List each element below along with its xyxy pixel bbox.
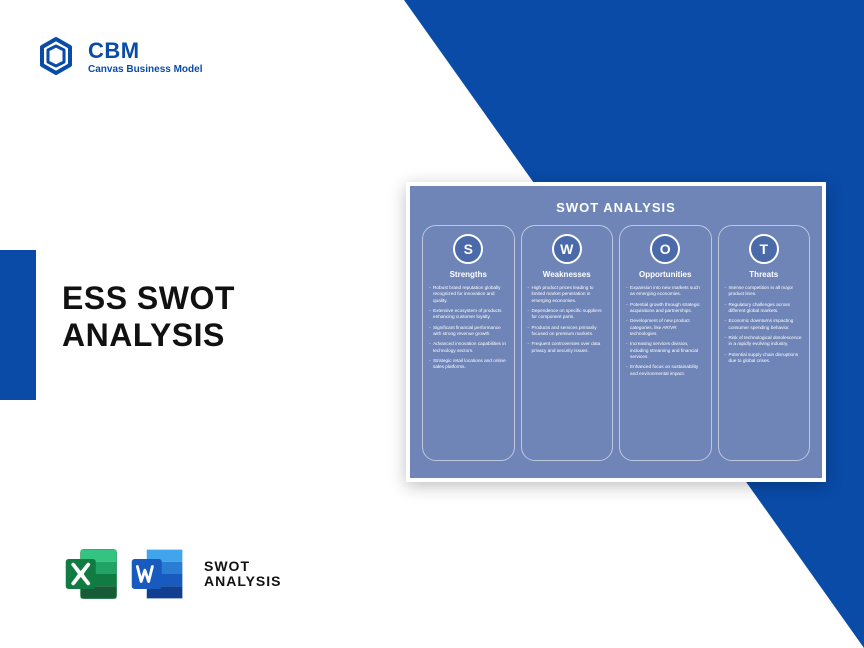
swot-item-list: Intense competition in all major product…	[725, 285, 804, 368]
swot-item: Increasing services division, including …	[626, 341, 705, 360]
swot-letter-circle: T	[749, 234, 779, 264]
title-line-2: ANALYSIS	[62, 317, 235, 354]
swot-column: W Weaknesses High product prices leading t…	[521, 225, 614, 461]
swot-column-heading: Opportunities	[639, 270, 691, 279]
swot-item: Potential supply chain disruptions due t…	[725, 352, 804, 365]
swot-item: Intense competition in all major product…	[725, 285, 804, 298]
swot-item-list: High product prices leading to limited m…	[528, 285, 607, 358]
swot-item: Significant financial performance with s…	[429, 325, 508, 338]
swot-item: Advanced innovation capabilities in tech…	[429, 341, 508, 354]
logo-subtitle: Canvas Business Model	[88, 64, 202, 75]
swot-card: SWOT ANALYSIS S Strengths Robust brand rep…	[406, 182, 826, 482]
swot-columns: S Strengths Robust brand reputation global…	[422, 225, 810, 461]
logo-abbr: CBM	[88, 38, 202, 64]
page-title: ESS SWOT ANALYSIS	[62, 280, 235, 354]
swot-letter-circle: S	[453, 234, 483, 264]
swot-item: Potential growth through strategic acqui…	[626, 302, 705, 315]
swot-item: Extensive ecosystem of products enhancin…	[429, 308, 508, 321]
accent-bar	[0, 250, 36, 400]
swot-column-heading: Weaknesses	[543, 270, 591, 279]
footer-icons: SWOT ANALYSIS	[62, 544, 282, 604]
swot-column-heading: Strengths	[450, 270, 487, 279]
word-icon	[128, 544, 188, 604]
swot-item: Economic downturns impacting consumer sp…	[725, 318, 804, 331]
footer-label-line-2: ANALYSIS	[204, 574, 282, 589]
logo-text: CBM Canvas Business Model	[88, 38, 202, 75]
swot-item: Enhanced focus on sustainability and env…	[626, 364, 705, 377]
logo-icon	[36, 36, 76, 76]
swot-item: Development of new product categories, l…	[626, 318, 705, 337]
excel-icon	[62, 544, 122, 604]
swot-item: Expansion into new markets such as emerg…	[626, 285, 705, 298]
swot-item: Strategic retail locations and online sa…	[429, 358, 508, 371]
swot-item-list: Expansion into new markets such as emerg…	[626, 285, 705, 381]
page-content: CBM Canvas Business Model ESS SWOT ANALY…	[0, 0, 864, 648]
swot-item-list: Robust brand reputation globally recogni…	[429, 285, 508, 375]
brand-logo: CBM Canvas Business Model	[36, 36, 202, 76]
swot-item: Products and services primarily focused …	[528, 325, 607, 338]
swot-item: Frequent controversies over data privacy…	[528, 341, 607, 354]
swot-letter-circle: O	[650, 234, 680, 264]
swot-column-heading: Threats	[749, 270, 778, 279]
swot-letter-circle: W	[552, 234, 582, 264]
footer-label: SWOT ANALYSIS	[204, 559, 282, 590]
footer-label-line-1: SWOT	[204, 559, 282, 574]
title-line-1: ESS SWOT	[62, 280, 235, 317]
swot-title: SWOT ANALYSIS	[422, 200, 810, 215]
swot-item: High product prices leading to limited m…	[528, 285, 607, 304]
swot-item: Robust brand reputation globally recogni…	[429, 285, 508, 304]
swot-item: Dependence on specific suppliers for com…	[528, 308, 607, 321]
swot-item: Risk of technological obsolescence in a …	[725, 335, 804, 348]
swot-column: S Strengths Robust brand reputation global…	[422, 225, 515, 461]
swot-item: Regulatory challenges across different g…	[725, 302, 804, 315]
swot-column: O Opportunities Expansion into new markets…	[619, 225, 712, 461]
swot-column: T Threats Intense competition in all major…	[718, 225, 811, 461]
